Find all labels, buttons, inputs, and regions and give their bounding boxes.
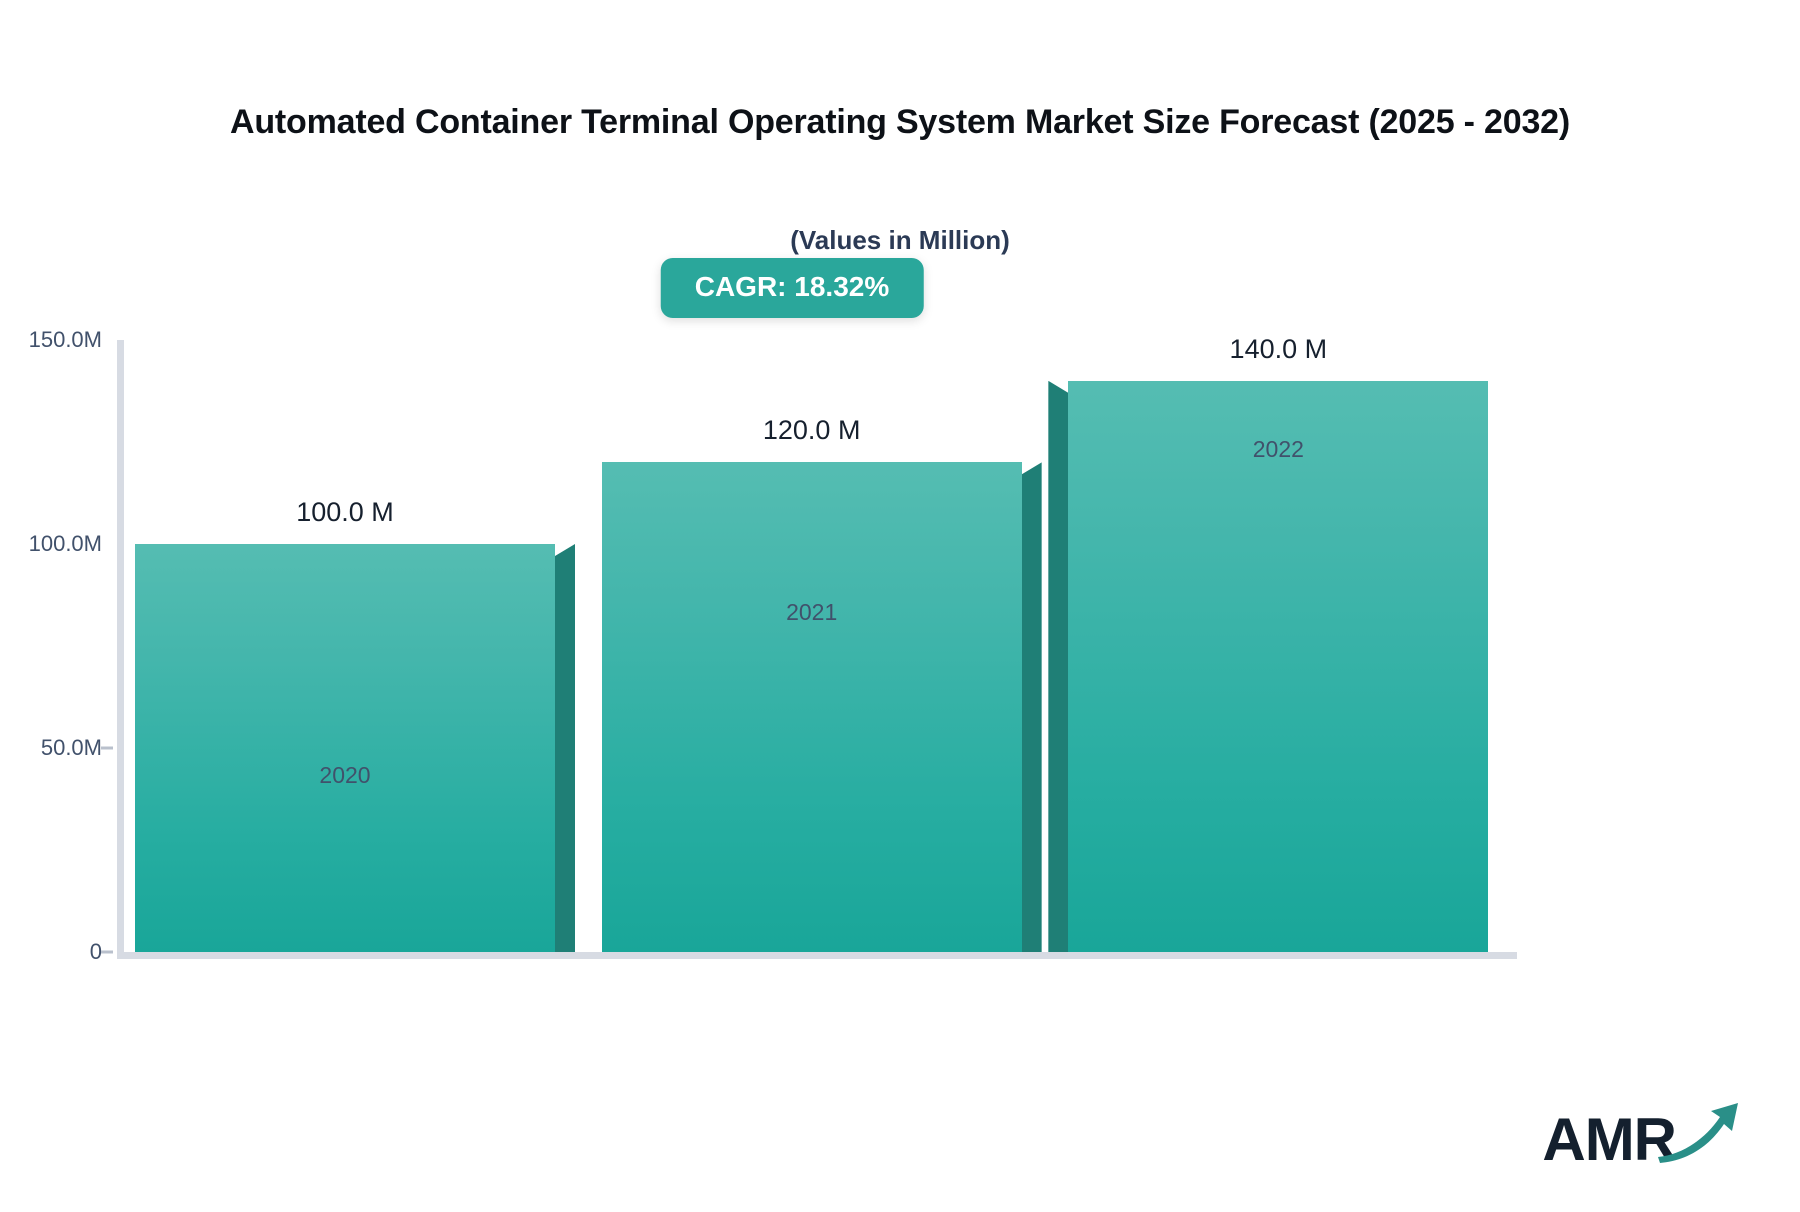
bar-side-3d	[1021, 462, 1042, 952]
x-axis-category-label: 2021	[786, 598, 838, 625]
bar-face[interactable]	[135, 544, 555, 952]
x-axis-category-label: 2022	[1252, 435, 1304, 462]
page-title: Automated Container Terminal Operating S…	[229, 103, 1571, 141]
status-badge: CAGR: 18.32%	[660, 258, 924, 318]
title-block: Automated Container Terminal Operating S…	[150, 100, 1650, 145]
y-axis-label: 100.0M	[28, 531, 102, 556]
y-axis-tick	[101, 746, 113, 750]
y-axis-line	[117, 340, 124, 952]
bar-side-3d	[555, 544, 575, 952]
bar-column[interactable]: 140.0 M 2022	[1048, 334, 1489, 952]
bar-value-label: 100.0 M	[296, 497, 394, 527]
growth-arrow-icon	[1654, 1097, 1740, 1168]
y-axis-tick	[101, 950, 113, 954]
bar-side-3d	[1048, 380, 1069, 952]
bar-value-label: 120.0 M	[762, 415, 861, 446]
bar-value-label: 140.0 M	[1229, 333, 1328, 364]
amr-logo: AMR	[1542, 1097, 1740, 1170]
bar-face[interactable]	[601, 462, 1022, 952]
bar-column[interactable]: 120.0 M 2021	[601, 415, 1042, 952]
y-axis-label: 150.0M	[28, 327, 102, 352]
chart-subtitle: (Values in Million)	[790, 225, 1010, 255]
y-axis-label: 0	[89, 939, 102, 964]
bar-column[interactable]: 100.0 M 2020	[135, 497, 575, 952]
bar-face[interactable]	[1068, 380, 1489, 952]
logo-text: AMR	[1542, 1106, 1677, 1173]
x-axis-category-label: 2020	[319, 762, 371, 788]
y-axis-label: 50.0M	[40, 735, 102, 760]
plot-area: 0 50.0M 100.0M 150.0M 100.0 M 2020 120.0 M 202…	[29, 327, 1517, 964]
x-axis-line	[117, 952, 1517, 959]
